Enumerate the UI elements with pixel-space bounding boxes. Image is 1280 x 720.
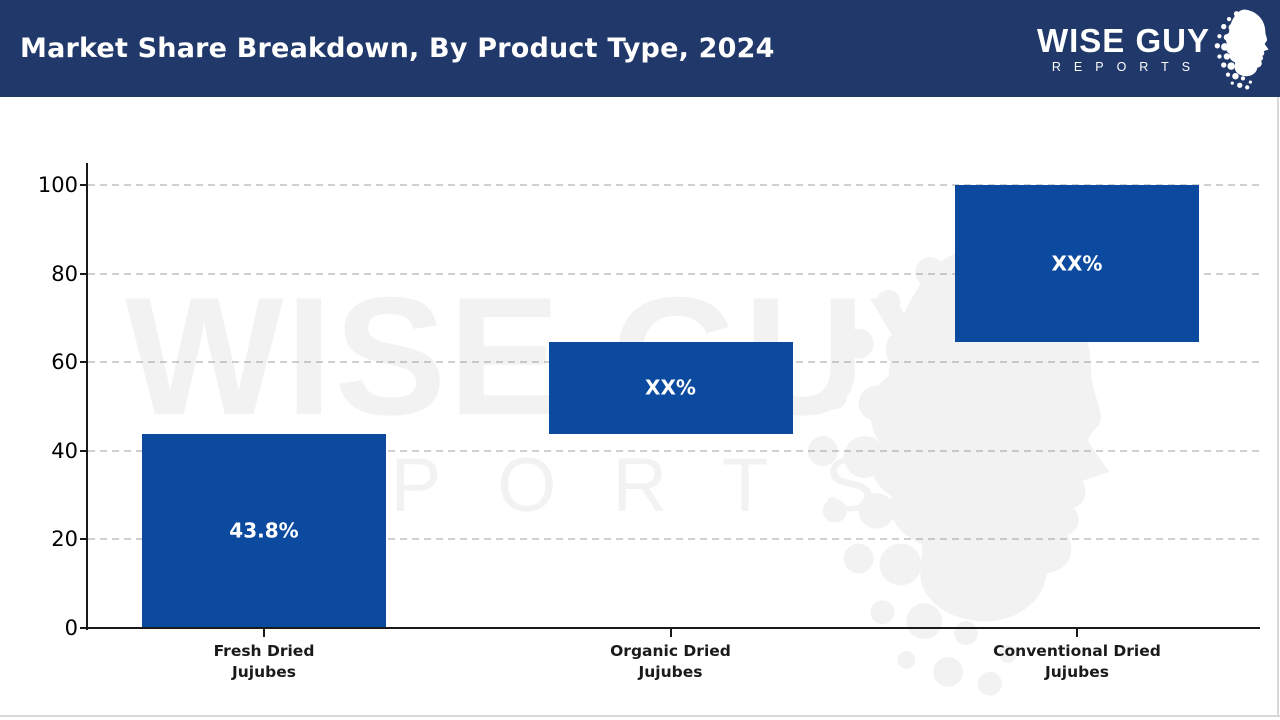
x-tickmark-conventional-dried-jujubes	[1076, 628, 1078, 637]
x-tick-label-fresh-dried-jujubes: Fresh Dried Jujubes	[213, 641, 315, 681]
y-tickmark-100	[80, 184, 88, 186]
header-bar: Market Share Breakdown, By Product Type,…	[0, 0, 1280, 97]
bottom-hairline	[0, 715, 1280, 717]
gridline-100	[88, 184, 1260, 186]
bar-organic-dried-jujubes: XX%	[548, 342, 793, 434]
y-tick-label-60: 60	[51, 350, 78, 374]
y-tickmark-0	[80, 626, 88, 629]
dotted-head-icon	[1214, 9, 1269, 90]
y-tickmark-20	[80, 538, 88, 540]
y-tickmark-80	[80, 272, 88, 275]
gridline-80	[88, 272, 1260, 275]
logo-wordmark: WISE GUY	[1036, 21, 1210, 59]
x-axis-spine	[86, 626, 1260, 629]
bar-conventional-dried-jujubes: XX%	[955, 185, 1199, 343]
gridline-20	[88, 538, 1260, 540]
bar-fresh-dried-jujubes: 43.8%	[142, 433, 386, 628]
y-tick-label-80: 80	[51, 261, 78, 286]
x-tick-label-conventional-dried-jujubes: Conventional Dried Jujubes	[993, 641, 1161, 681]
wise-guy-reports-logo: WISE GUY REPORTS	[1037, 2, 1276, 95]
y-tickmark-60	[80, 361, 88, 363]
y-tick-label-100: 100	[37, 173, 78, 197]
logo-subtitle: REPORTS	[1051, 59, 1204, 74]
y-tick-label-0: 0	[64, 615, 78, 640]
logo-text: WISE GUY REPORTS	[1037, 24, 1210, 74]
bar-value-label-organic-dried-jujubes: XX%	[645, 375, 696, 400]
gridline-40	[88, 449, 1260, 452]
y-tickmark-40	[80, 449, 88, 452]
x-tick-label-organic-dried-jujubes: Organic Dried Jujubes	[610, 641, 731, 681]
bar-value-label-fresh-dried-jujubes: 43.8%	[229, 518, 299, 543]
bar-value-label-conventional-dried-jujubes: XX%	[1051, 251, 1103, 276]
right-hairline	[1277, 97, 1279, 717]
y-tick-label-40: 40	[51, 438, 78, 463]
x-tickmark-fresh-dried-jujubes	[263, 628, 265, 637]
x-tickmark-organic-dried-jujubes	[669, 628, 672, 637]
y-tick-label-20: 20	[51, 527, 78, 551]
y-axis-spine	[86, 163, 88, 630]
page-title: Market Share Breakdown, By Product Type,…	[20, 33, 775, 64]
